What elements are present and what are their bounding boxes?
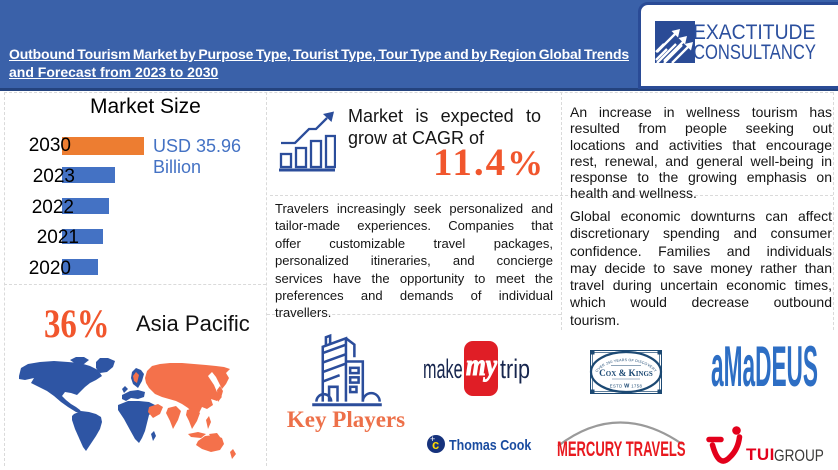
- svg-text:ESTD W 1758: ESTD W 1758: [610, 384, 643, 390]
- svg-text:COX & KINGS: COX & KINGS: [599, 368, 653, 378]
